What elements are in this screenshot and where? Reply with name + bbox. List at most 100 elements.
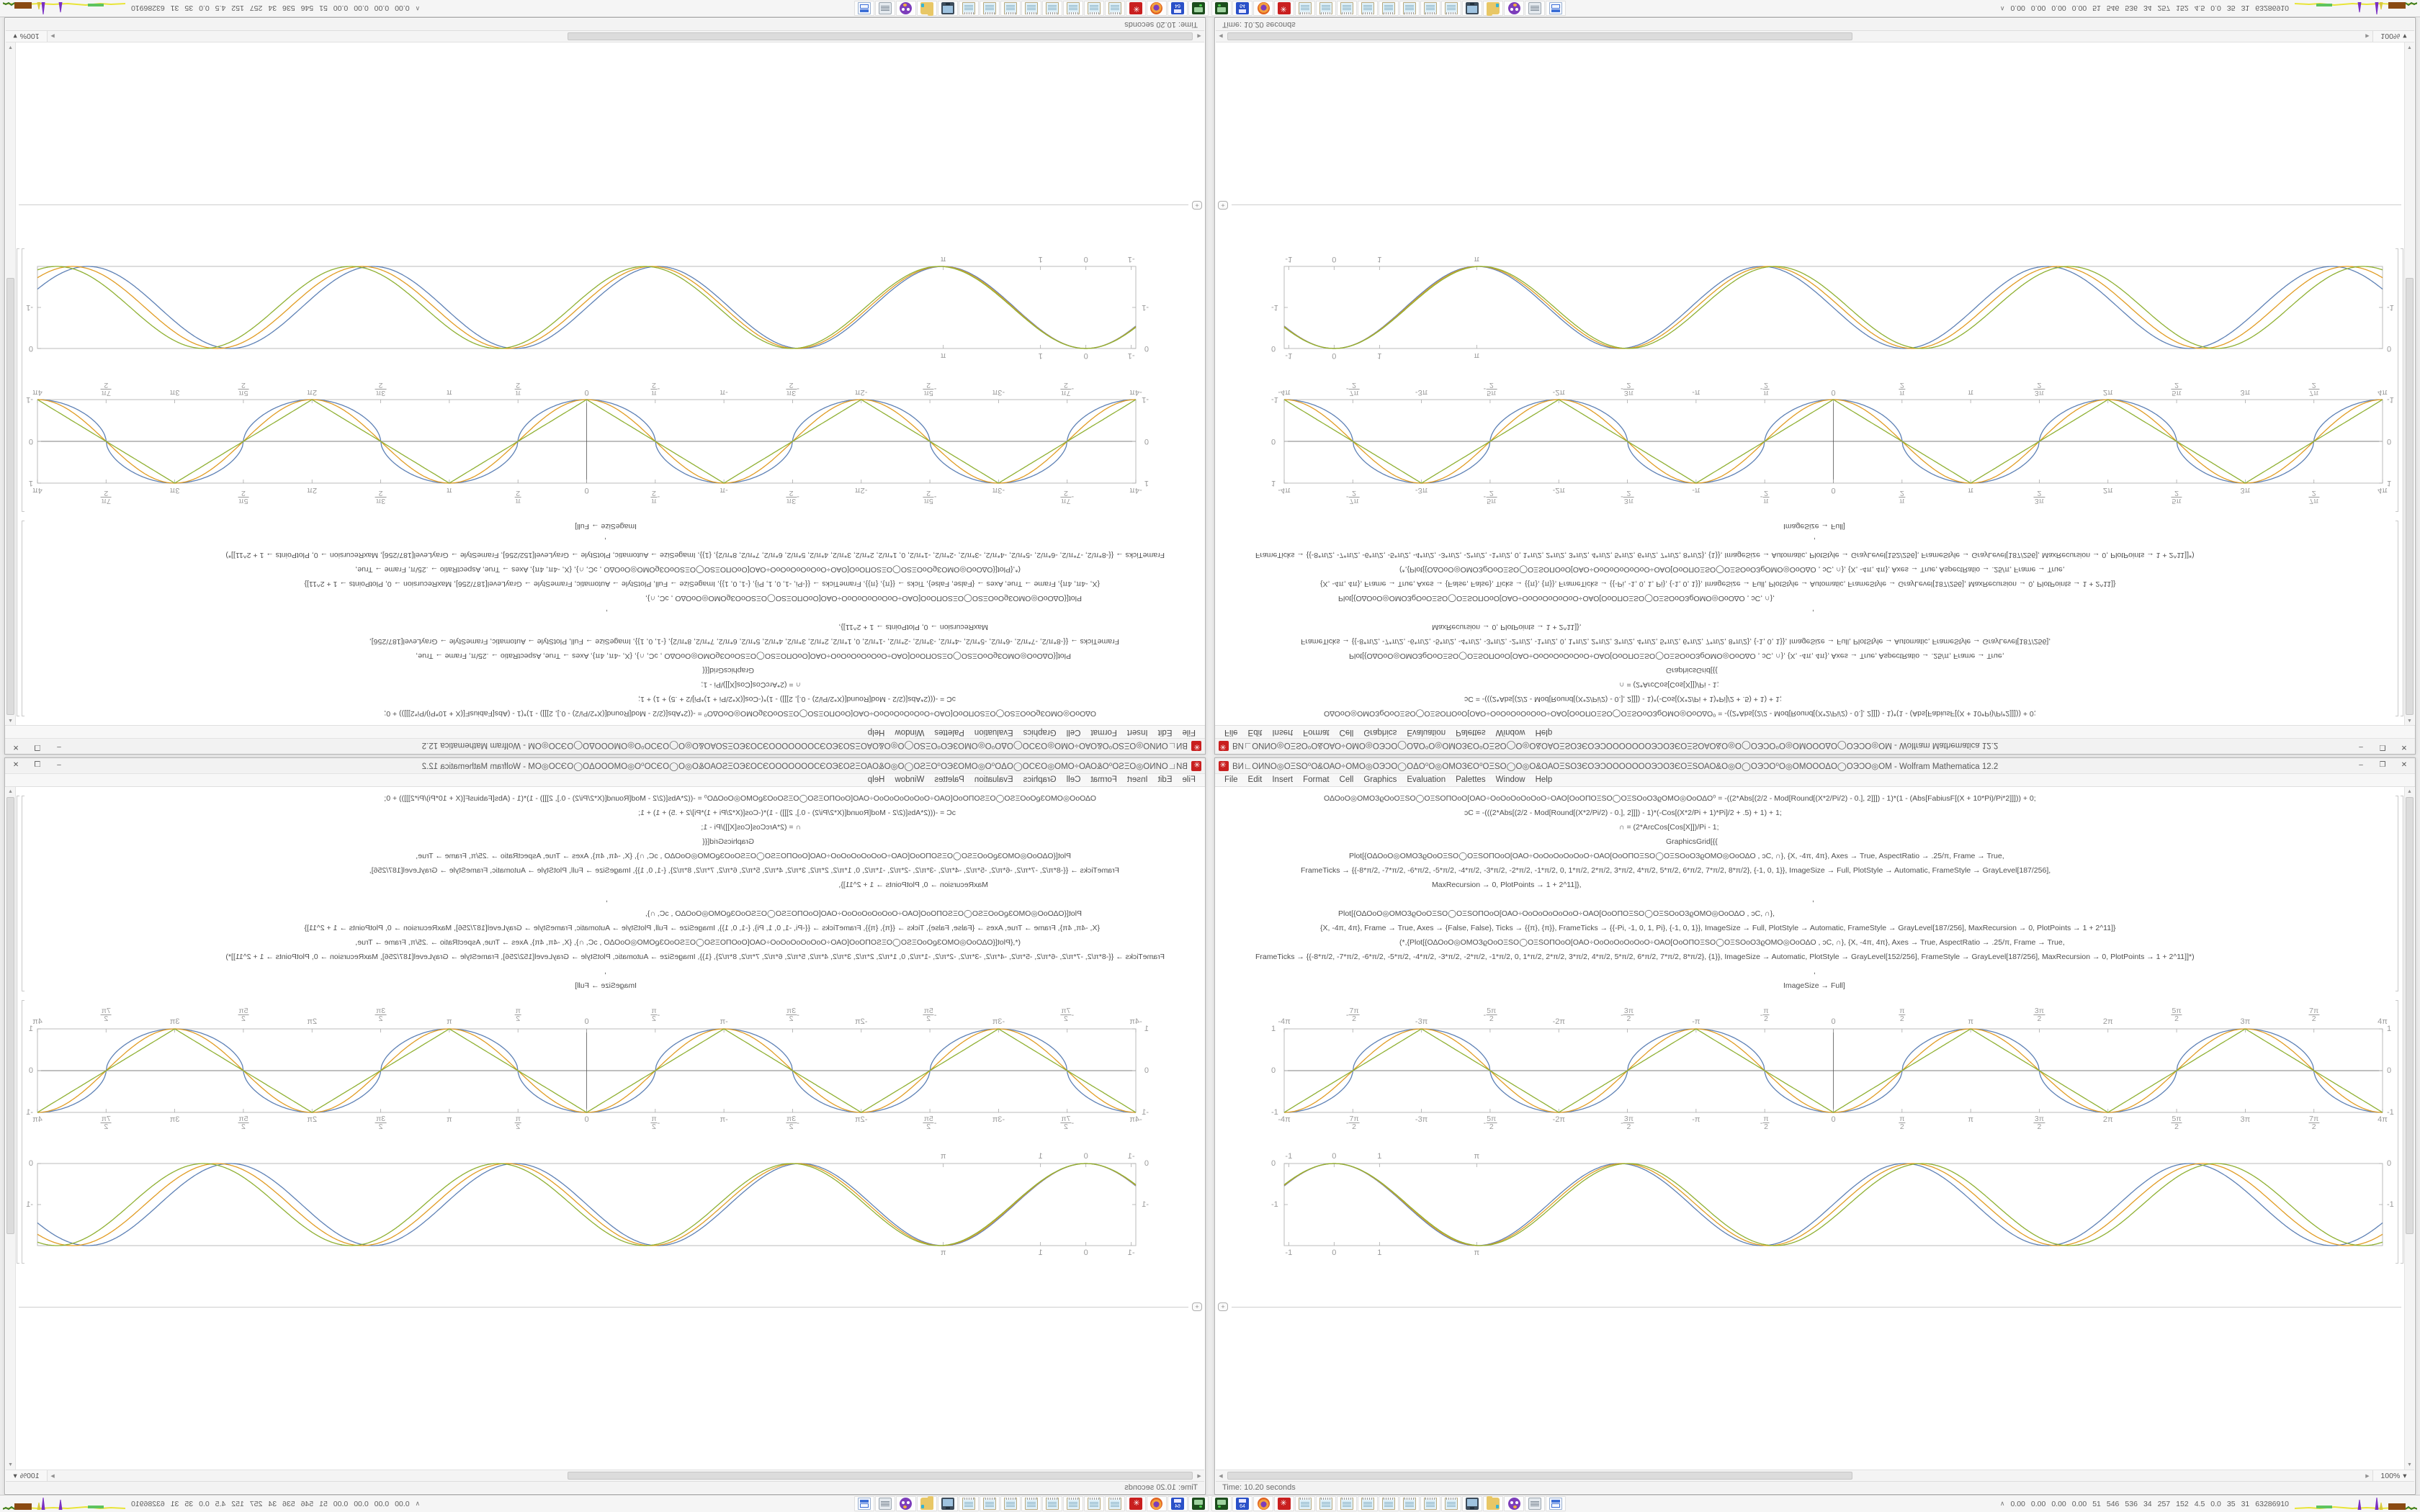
magnification-control[interactable]: 100% ▾	[6, 1470, 48, 1481]
scroll-left-arrow[interactable]: ◀	[1219, 1473, 1223, 1479]
taskbar-icon-notepad-1[interactable]	[1105, 1, 1125, 16]
taskbar-icon-notepad-5[interactable]	[1379, 1, 1399, 16]
taskbar-icon-notepad-4[interactable]	[1042, 1, 1062, 16]
taskbar-icon-notepad-3[interactable]	[1337, 1496, 1357, 1511]
menu-palettes[interactable]: Palettes	[934, 775, 964, 784]
scroll-down-arrow[interactable]: ▼	[2407, 45, 2412, 50]
restore-button[interactable]: ❐	[2379, 743, 2386, 751]
taskbar-icon-notepad-7[interactable]	[980, 1, 1000, 16]
minimize-button[interactable]: –	[2359, 743, 2363, 751]
restore-button[interactable]: ❐	[34, 743, 41, 751]
taskbar-icon-folder[interactable]	[1483, 1496, 1503, 1511]
scroll-right-arrow[interactable]: ▶	[50, 1473, 55, 1479]
taskbar-icon-display-settings[interactable]	[938, 1, 958, 16]
window-titlebar[interactable]: ВИ∟ОИNО◎ОΞSО⁰О&ОАО÷ОΜО◎ОЭϽО◯ОΔО⁰О◎ОΜОЗЄО…	[5, 758, 1205, 774]
scroll-up-arrow[interactable]: ▲	[2407, 718, 2412, 723]
horizontal-scrollbar[interactable]	[58, 31, 1194, 42]
vertical-scrollbar[interactable]: ▲ ▼	[6, 42, 16, 725]
scroll-right-arrow[interactable]: ▶	[2365, 33, 2370, 39]
taskbar-icon-notepad-4[interactable]	[1358, 1496, 1378, 1511]
magnification-control[interactable]: 100% ▾	[2372, 31, 2414, 42]
taskbar-icon-notepad-4[interactable]	[1042, 1496, 1062, 1511]
menu-format[interactable]: Format	[1090, 775, 1117, 784]
close-button[interactable]: ✕	[12, 743, 19, 751]
menu-window[interactable]: Window	[895, 775, 925, 784]
menu-cell[interactable]: Cell	[1339, 775, 1354, 784]
notebook-content[interactable]: ΟΔΟοΟ◎ΟΜΟЗϱΟοΟΞSΟ◯ΟΞSΟΠΟοΟ[ΟΑΟ÷ΟοΟοΟοΟοΟ…	[16, 787, 1204, 1470]
cell-bracket[interactable]	[22, 248, 24, 512]
taskbar-icon-mathematica-gear[interactable]	[1126, 1496, 1146, 1511]
menu-palettes[interactable]: Palettes	[934, 728, 964, 737]
horizontal-scrollbar[interactable]	[58, 1470, 1194, 1481]
close-button[interactable]: ✕	[2401, 761, 2408, 769]
minimize-button[interactable]: –	[2359, 761, 2363, 769]
taskbar-icon-drive-green[interactable]	[1188, 1496, 1209, 1511]
cell-bracket[interactable]	[2396, 248, 2398, 512]
taskbar-icon-notepad-8[interactable]	[1441, 1, 1461, 16]
taskbar-icon-window-blue[interactable]	[854, 1496, 874, 1511]
vertical-scrollbar[interactable]: ▲ ▼	[2404, 787, 2414, 1470]
vertical-scroll-thumb[interactable]	[2406, 278, 2414, 715]
taskbar-icon-notepad-7[interactable]	[1420, 1496, 1440, 1511]
restore-button[interactable]: ❐	[2379, 761, 2386, 769]
taskbar-icon-notepad-7[interactable]	[980, 1496, 1000, 1511]
taskbar-icon-notepad-3[interactable]	[1337, 1, 1357, 16]
menu-window[interactable]: Window	[1495, 775, 1525, 784]
tray-chevron-icon[interactable]: ∧	[1999, 5, 2005, 12]
taskbar-icon-firefox[interactable]	[1253, 1496, 1273, 1511]
cell-bracket[interactable]	[22, 521, 24, 716]
scroll-right-arrow[interactable]: ▶	[2365, 1473, 2370, 1479]
taskbar-icon-drive-green[interactable]	[1211, 1496, 1232, 1511]
taskbar-icon-notepad-8[interactable]	[959, 1, 979, 16]
menu-cell[interactable]: Cell	[1066, 775, 1081, 784]
vertical-scrollbar[interactable]: ▲ ▼	[6, 787, 16, 1470]
menu-edit[interactable]: Edit	[1247, 775, 1263, 784]
horizontal-scroll-thumb[interactable]	[1227, 1472, 1852, 1480]
menu-edit[interactable]: Edit	[1247, 728, 1263, 737]
taskbar-icon-drive-green[interactable]	[1211, 1, 1232, 16]
scroll-down-arrow[interactable]: ▼	[8, 1462, 13, 1467]
cell-bracket[interactable]	[2401, 248, 2403, 716]
menu-help[interactable]: Help	[1535, 728, 1553, 737]
horizontal-scrollbar[interactable]	[1226, 1470, 2362, 1481]
horizontal-scrollbar[interactable]	[1226, 31, 2362, 42]
magnification-control[interactable]: 100% ▾	[6, 31, 48, 42]
cell-bracket[interactable]	[17, 796, 19, 1264]
menu-evaluation[interactable]: Evaluation	[974, 775, 1013, 784]
taskbar-icon-notepad-1[interactable]	[1295, 1496, 1315, 1511]
menu-graphics[interactable]: Graphics	[1363, 775, 1397, 784]
menu-insert[interactable]: Insert	[1272, 728, 1294, 737]
horizontal-scroll-thumb[interactable]	[568, 1472, 1193, 1480]
taskbar-icon-display-settings[interactable]	[1462, 1496, 1482, 1511]
cell-bracket[interactable]	[22, 1000, 24, 1264]
menu-cell[interactable]: Cell	[1066, 728, 1081, 737]
cell-bracket[interactable]	[2401, 796, 2403, 1264]
menu-help[interactable]: Help	[867, 775, 885, 784]
scroll-up-arrow[interactable]: ▲	[8, 789, 13, 794]
scroll-left-arrow[interactable]: ◀	[1197, 1473, 1201, 1479]
menu-edit[interactable]: Edit	[1157, 775, 1173, 784]
menu-file[interactable]: File	[1182, 775, 1196, 784]
menu-evaluation[interactable]: Evaluation	[974, 728, 1013, 737]
menu-help[interactable]: Help	[1535, 775, 1553, 784]
taskbar-icon-notepad-3[interactable]	[1063, 1496, 1083, 1511]
window-titlebar[interactable]: ВИ∟ОИNО◎ОΞSО⁰О&ОАО÷ОΜО◎ОЭϽО◯ОΔО⁰О◎ОΜОЗЄО…	[5, 738, 1205, 754]
menu-cell[interactable]: Cell	[1339, 728, 1354, 737]
taskbar-icon-script[interactable]	[1525, 1496, 1545, 1511]
menu-window[interactable]: Window	[1495, 728, 1525, 737]
taskbar-icon-notepad-4[interactable]	[1358, 1, 1378, 16]
vertical-scroll-thumb[interactable]	[6, 278, 14, 715]
taskbar-icon-window-blue[interactable]	[854, 1, 874, 16]
cell-bracket[interactable]	[2396, 521, 2398, 716]
taskbar-icon-notepad-2[interactable]	[1084, 1, 1104, 16]
taskbar-icon-notepad-8[interactable]	[959, 1496, 979, 1511]
menu-graphics[interactable]: Graphics	[1363, 728, 1397, 737]
menu-file[interactable]: File	[1224, 775, 1238, 784]
minimize-button[interactable]: –	[57, 761, 61, 769]
cell-bracket[interactable]	[22, 796, 24, 991]
taskbar-icon-notepad-6[interactable]	[1000, 1496, 1021, 1511]
notebook-content[interactable]: ΟΔΟοΟ◎ΟΜΟЗϱΟοΟΞSΟ◯ΟΞSΟΠΟοΟ[ΟΑΟ÷ΟοΟοΟοΟοΟ…	[1216, 42, 2404, 725]
menu-graphics[interactable]: Graphics	[1023, 775, 1057, 784]
taskbar-icon-floppy-64[interactable]	[1168, 1, 1188, 16]
vertical-scrollbar[interactable]: ▲ ▼	[2404, 42, 2414, 725]
